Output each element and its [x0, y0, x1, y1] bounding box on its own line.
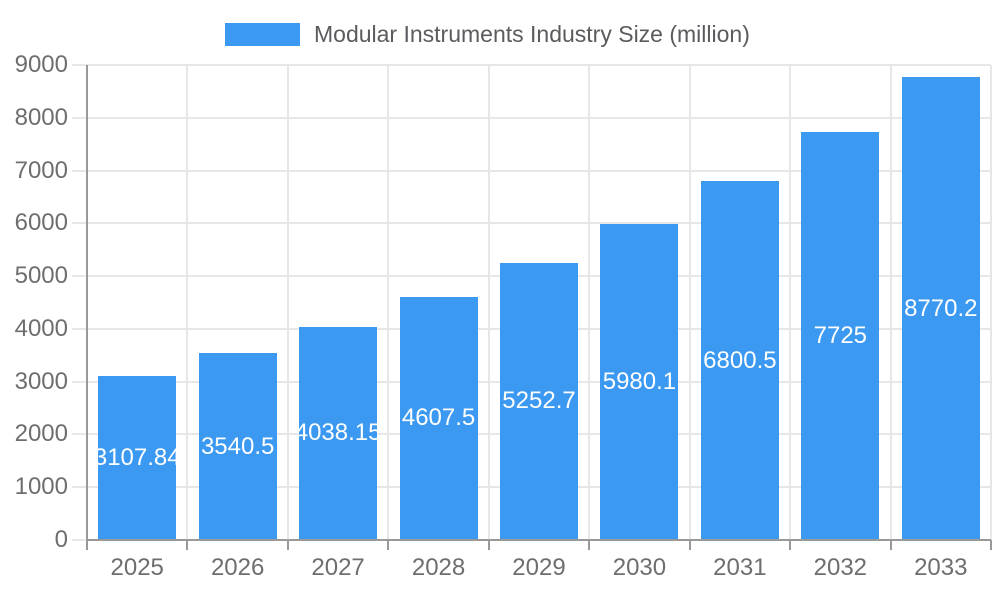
bar[interactable]: 4607.5: [399, 296, 478, 540]
x-tick-label: 2028: [411, 554, 466, 581]
bar[interactable]: 5252.7: [500, 262, 578, 540]
x-tick: [889, 540, 892, 550]
bar[interactable]: 3540.5: [198, 353, 277, 540]
h-gridline: [72, 169, 991, 172]
bar-value-label: 7725: [813, 322, 868, 350]
y-tick: [72, 539, 87, 541]
y-tick-label: 5000: [14, 262, 68, 290]
x-tick: [487, 540, 490, 550]
legend-label: Modular Instruments Industry Size (milli…: [314, 21, 750, 47]
v-gridline: [688, 65, 691, 540]
legend-swatch: [225, 22, 300, 46]
x-tick-label: 2025: [110, 554, 164, 581]
v-gridline: [990, 65, 992, 540]
h-gridline: [72, 64, 991, 66]
y-tick-label: 4000: [14, 314, 68, 342]
x-tick-label: 2030: [612, 554, 667, 581]
x-tick-label: 2032: [813, 554, 868, 581]
y-tick-label: 8000: [14, 103, 68, 131]
bar-value-label: 4038.15: [299, 419, 378, 447]
bar-value-label: 5980.1: [602, 368, 677, 396]
v-gridline: [286, 65, 289, 540]
y-tick-label: 7000: [14, 156, 68, 184]
y-tick-label: 6000: [14, 209, 68, 237]
bar[interactable]: 6800.5: [700, 181, 779, 540]
bar[interactable]: 7725: [801, 132, 880, 540]
y-tick-label: 9000: [14, 51, 68, 78]
bar-value-label: 3107.84: [98, 443, 177, 471]
v-gridline: [588, 65, 591, 540]
x-tick: [286, 540, 289, 550]
bar-value-label: 4607.5: [401, 404, 476, 432]
bar-value-label: 6800.5: [703, 346, 777, 374]
x-axis-line: [87, 539, 991, 541]
v-gridline: [487, 65, 490, 540]
bar[interactable]: 3107.84: [98, 375, 177, 540]
bar[interactable]: 4038.15: [299, 326, 378, 540]
bar[interactable]: 5980.1: [600, 224, 679, 540]
x-tick-label: 2027: [311, 554, 365, 581]
x-tick: [387, 540, 390, 550]
bar-value-label: 8770.2: [904, 294, 978, 322]
v-gridline: [889, 65, 892, 540]
bar[interactable]: 8770.2: [901, 77, 980, 540]
x-tick-label: 2033: [914, 554, 968, 581]
bar-value-label: 5252.7: [502, 387, 576, 415]
h-gridline: [72, 116, 991, 119]
x-tick: [688, 540, 691, 550]
y-tick-label: 3000: [14, 367, 68, 395]
x-tick-label: 2029: [512, 554, 566, 581]
x-tick: [990, 540, 992, 550]
bar-value-label: 3540.5: [200, 432, 275, 460]
v-gridline: [186, 65, 189, 540]
y-tick-label: 0: [54, 526, 68, 553]
y-tick-label: 2000: [14, 420, 68, 448]
x-tick: [789, 540, 792, 550]
x-tick-label: 2031: [713, 554, 767, 581]
v-gridline: [789, 65, 792, 540]
x-tick-label: 2026: [210, 554, 265, 581]
v-gridline: [387, 65, 390, 540]
legend[interactable]: Modular Instruments Industry Size (milli…: [225, 21, 750, 47]
y-axis-line: [86, 65, 88, 550]
h-gridline: [72, 222, 991, 225]
x-tick: [588, 540, 591, 550]
x-tick: [186, 540, 189, 550]
y-tick-label: 1000: [14, 473, 68, 501]
